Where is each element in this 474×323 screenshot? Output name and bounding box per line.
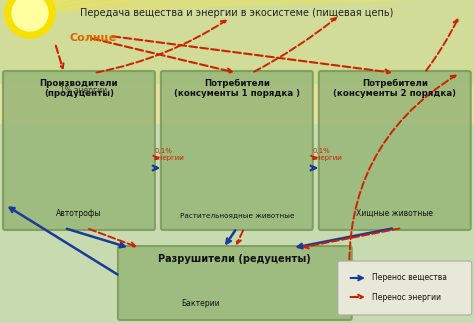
FancyBboxPatch shape <box>338 261 472 315</box>
Polygon shape <box>30 0 429 13</box>
Text: Перенос вещества: Перенос вещества <box>372 274 447 283</box>
Polygon shape <box>30 0 265 13</box>
Text: Солнце: Солнце <box>70 33 117 43</box>
Polygon shape <box>30 0 397 13</box>
Polygon shape <box>30 0 353 13</box>
Polygon shape <box>30 0 160 13</box>
FancyBboxPatch shape <box>319 71 471 230</box>
Text: Производители
(продуценты): Производители (продуценты) <box>40 79 118 99</box>
Text: Растительноядные животные: Растительноядные животные <box>180 212 294 218</box>
Polygon shape <box>30 0 439 13</box>
Text: Потребители
(консументы 2 порядка): Потребители (консументы 2 порядка) <box>333 79 456 99</box>
Text: Потребители
(консументы 1 порядка ): Потребители (консументы 1 порядка ) <box>174 79 300 99</box>
Text: Бактерии: Бактерии <box>181 299 219 308</box>
FancyBboxPatch shape <box>161 71 313 230</box>
Polygon shape <box>30 0 232 13</box>
Polygon shape <box>30 0 327 13</box>
Text: Передача вещества и энергии в экосистеме (пищевая цепь): Передача вещества и энергии в экосистеме… <box>80 8 393 18</box>
Polygon shape <box>30 0 197 13</box>
Text: Автотрофы: Автотрофы <box>56 209 101 218</box>
Bar <box>0 0 474 83</box>
Circle shape <box>5 0 55 38</box>
Polygon shape <box>30 0 449 13</box>
Text: Перенос энергии: Перенос энергии <box>372 293 441 301</box>
Text: Хищные животные: Хищные животные <box>356 209 433 218</box>
Circle shape <box>12 0 48 31</box>
Polygon shape <box>30 0 377 13</box>
Text: 0,1%
энергии: 0,1% энергии <box>155 148 185 161</box>
Text: 0,1%
энергии: 0,1% энергии <box>313 148 343 161</box>
Text: 1% энергии: 1% энергии <box>60 86 107 95</box>
Bar <box>0 0 474 123</box>
Polygon shape <box>30 0 297 13</box>
FancyBboxPatch shape <box>118 246 352 320</box>
FancyBboxPatch shape <box>3 71 155 230</box>
Text: Разрушители (редуценты): Разрушители (редуценты) <box>158 254 311 264</box>
Polygon shape <box>30 0 415 13</box>
Polygon shape <box>30 0 446 13</box>
